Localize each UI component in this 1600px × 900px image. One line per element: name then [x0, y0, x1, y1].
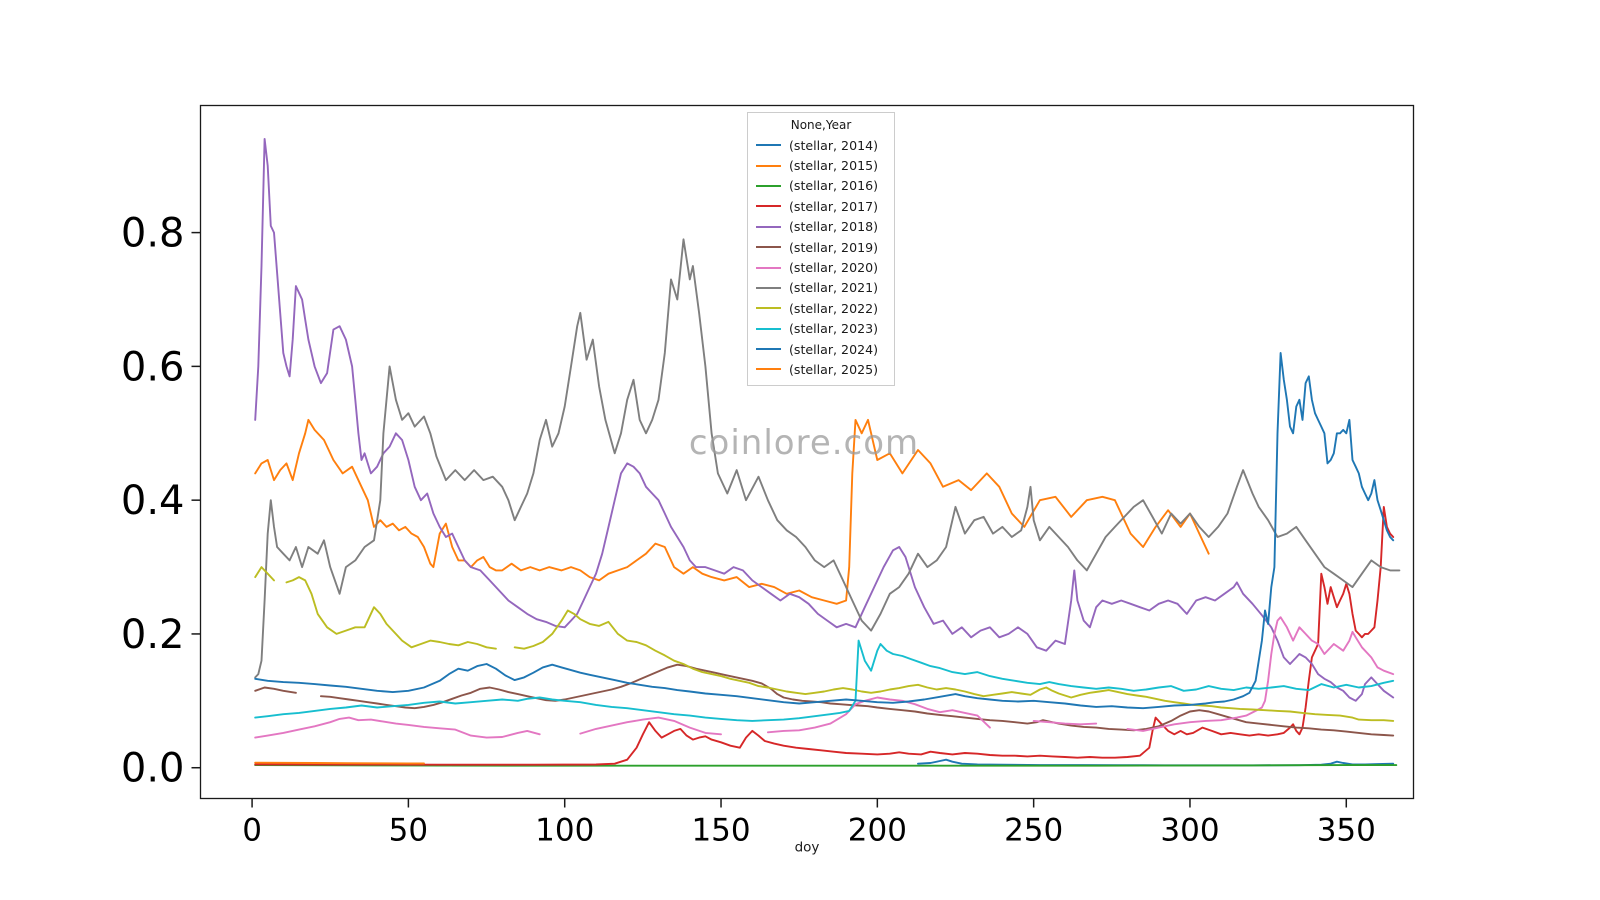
series-line-2021	[254, 238, 1401, 679]
x-tick-label-200: 200	[848, 813, 907, 849]
watermark: coinlore.com	[688, 423, 920, 463]
series-line-2017	[254, 505, 1395, 766]
legend-item-2019: (stellar, 2019)	[748, 237, 894, 257]
legend-item-2014: (stellar, 2014)	[748, 135, 894, 155]
legend-label-2022: (stellar, 2022)	[789, 300, 879, 316]
axes-spines	[199, 104, 1415, 800]
legend: None,Year (stellar, 2014) (stellar, 2015)…	[747, 112, 895, 386]
series-line-2019	[319, 663, 1395, 737]
y-tick-label-0.6: 0.6	[121, 344, 185, 390]
series-line-2022	[513, 609, 1395, 722]
series-line-2022	[254, 566, 275, 582]
legend-items: (stellar, 2014) (stellar, 2015) (stellar, …	[748, 135, 894, 380]
x-tick-label-50: 50	[389, 813, 428, 849]
x-tick-label-0: 0	[242, 813, 262, 849]
series-line-2022	[285, 576, 497, 650]
series-line-2025	[254, 761, 425, 765]
legend-label-2017: (stellar, 2017)	[789, 198, 879, 214]
legend-item-2025: (stellar, 2025)	[748, 359, 894, 379]
legend-item-2021: (stellar, 2021)	[748, 278, 894, 298]
series-line-2020	[1126, 616, 1395, 732]
series-line-2020	[254, 716, 541, 739]
legend-label-2020: (stellar, 2020)	[789, 260, 879, 276]
legend-line-swatch-2020	[756, 266, 781, 269]
legend-line-swatch-2022	[756, 307, 781, 310]
legend-line-swatch-2015	[756, 164, 781, 167]
series-line-2023	[254, 639, 1395, 722]
series-line-2018	[254, 137, 1395, 702]
y-tick-label-0.2: 0.2	[121, 612, 185, 658]
legend-title: None,Year	[790, 118, 852, 132]
x-tick-label-150: 150	[691, 813, 750, 849]
legend-line-swatch-2014	[756, 144, 781, 147]
legend-label-2019: (stellar, 2019)	[789, 239, 879, 255]
series-line-2024	[254, 352, 1395, 710]
legend-label-2014: (stellar, 2014)	[789, 137, 879, 153]
legend-item-2018: (stellar, 2018)	[748, 217, 894, 237]
y-tick-label-0.0: 0.0	[121, 746, 185, 792]
legend-item-2020: (stellar, 2020)	[748, 257, 894, 277]
legend-line-swatch-2019	[756, 246, 781, 249]
legend-item-2023: (stellar, 2023)	[748, 319, 894, 339]
series-line-2020	[766, 696, 991, 734]
legend-label-2025: (stellar, 2025)	[789, 361, 879, 377]
series-line-2020	[579, 716, 722, 736]
legend-line-swatch-2025	[756, 368, 781, 371]
legend-label-2023: (stellar, 2023)	[789, 321, 879, 337]
legend-item-2016: (stellar, 2016)	[748, 176, 894, 196]
legend-line-swatch-2021	[756, 286, 781, 289]
legend-line-swatch-2018	[756, 225, 781, 228]
legend-label-2018: (stellar, 2018)	[789, 219, 879, 235]
x-axis-label: doy	[795, 840, 820, 856]
legend-line-swatch-2017	[756, 205, 781, 208]
series-line-2020	[1032, 719, 1098, 726]
legend-item-2017: (stellar, 2017)	[748, 196, 894, 216]
legend-label-2015: (stellar, 2015)	[789, 158, 879, 174]
legend-item-2024: (stellar, 2024)	[748, 339, 894, 359]
legend-item-2015: (stellar, 2015)	[748, 155, 894, 175]
x-tick-label-100: 100	[535, 813, 594, 849]
y-tick-label-0.8: 0.8	[121, 211, 185, 257]
series-line-2015	[254, 418, 1210, 605]
legend-line-swatch-2016	[756, 184, 781, 187]
legend-label-2016: (stellar, 2016)	[789, 178, 879, 194]
x-tick-label-350: 350	[1317, 813, 1376, 849]
legend-item-2022: (stellar, 2022)	[748, 298, 894, 318]
x-tick-label-250: 250	[1004, 813, 1063, 849]
x-tick-label-300: 300	[1160, 813, 1219, 849]
y-tick-label-0.4: 0.4	[121, 478, 185, 524]
legend-label-2021: (stellar, 2021)	[789, 280, 879, 296]
legend-label-2024: (stellar, 2024)	[789, 341, 879, 357]
legend-line-swatch-2024	[756, 348, 781, 351]
series-line-2019	[254, 686, 297, 694]
legend-line-swatch-2023	[756, 327, 781, 330]
